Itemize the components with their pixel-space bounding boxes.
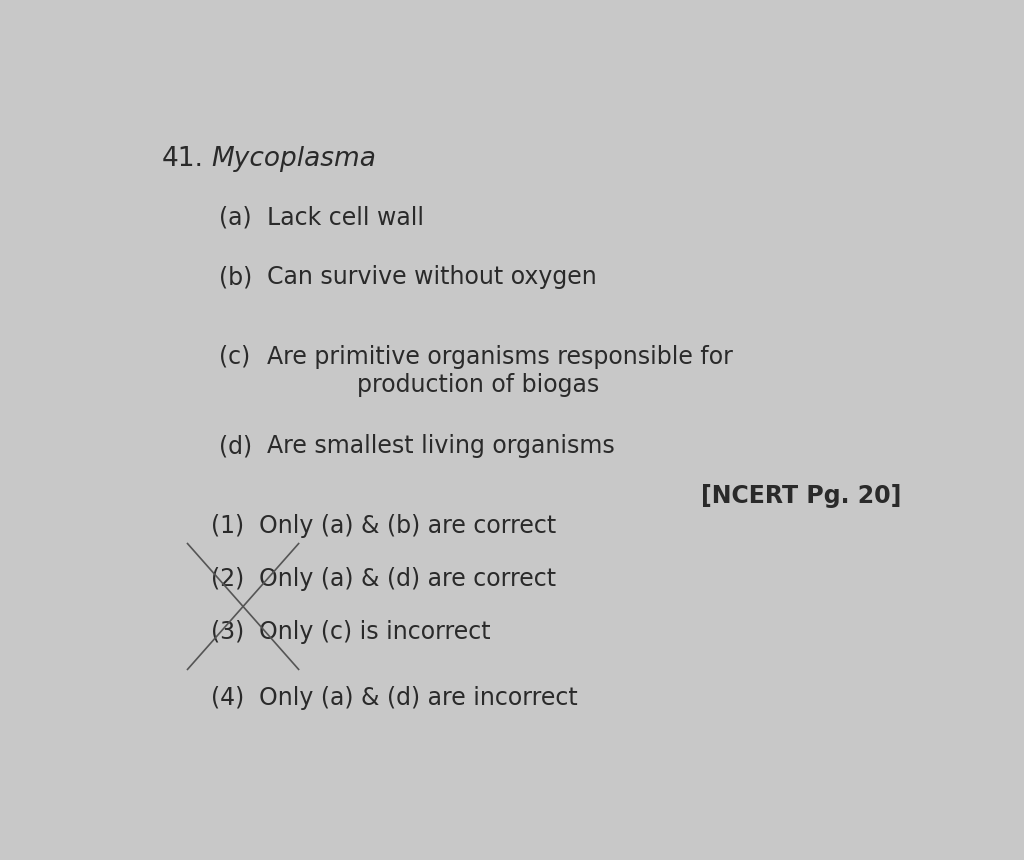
Text: Are primitive organisms responsible for
            production of biogas: Are primitive organisms responsible for … [267,345,733,396]
Text: (3): (3) [211,620,245,644]
Text: (4): (4) [211,686,245,710]
Text: Are smallest living organisms: Are smallest living organisms [267,434,614,458]
Text: [NCERT Pg. 20]: [NCERT Pg. 20] [701,484,902,508]
Text: (1): (1) [211,513,245,538]
Text: (c): (c) [219,345,251,369]
Text: Only (a) & (d) are correct: Only (a) & (d) are correct [259,567,556,591]
Text: (b): (b) [219,266,253,290]
Text: Only (a) & (d) are incorrect: Only (a) & (d) are incorrect [259,686,578,710]
Text: Only (a) & (b) are correct: Only (a) & (b) are correct [259,513,556,538]
Text: Mycoplasma: Mycoplasma [211,146,376,172]
Text: 41.: 41. [162,146,204,172]
Text: Only (c) is incorrect: Only (c) is incorrect [259,620,490,644]
Text: Can survive without oxygen: Can survive without oxygen [267,266,597,290]
Text: (d): (d) [219,434,252,458]
Text: Lack cell wall: Lack cell wall [267,206,424,230]
Text: (2): (2) [211,567,245,591]
Text: (a): (a) [219,206,252,230]
